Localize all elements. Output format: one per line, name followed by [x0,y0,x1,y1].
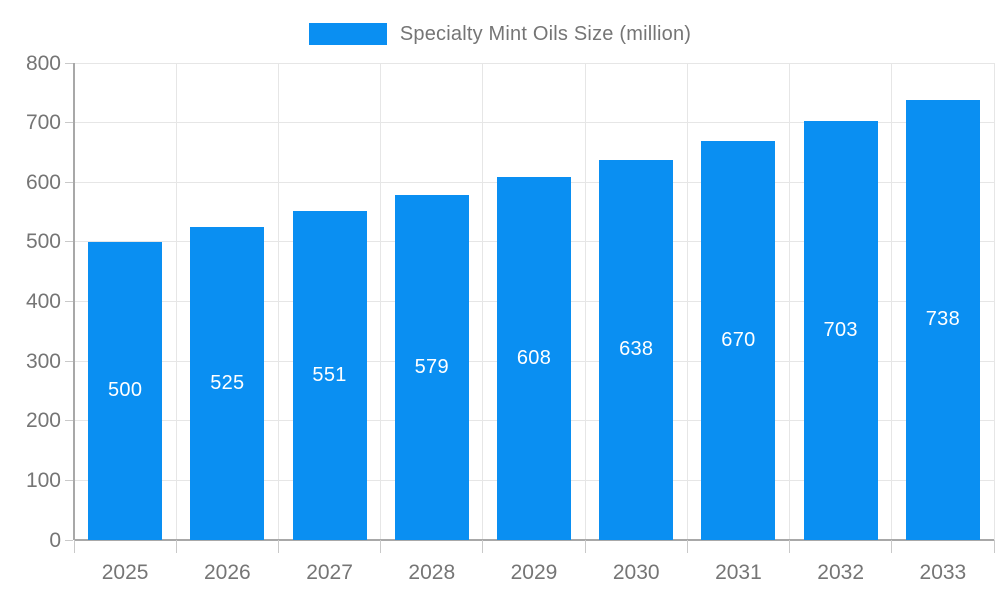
x-axis-tick [686,540,688,553]
x-axis-tick [789,540,791,553]
x-axis-label: 2029 [510,561,558,584]
x-axis-tick [175,540,177,553]
y-axis-label: 0 [49,528,61,552]
bar-value-label: 738 [925,308,961,331]
y-axis-tick [65,241,73,243]
y-axis-tick [65,420,73,422]
x-axis-label: 2033 [919,561,967,584]
y-axis-label: 600 [25,170,61,194]
bar: 670 [701,140,776,540]
bar: 608 [497,177,571,540]
y-axis-label: 100 [25,468,61,492]
y-axis-label: 700 [25,111,61,135]
v-gridline [686,63,688,540]
v-gridline [277,63,279,540]
legend: Specialty Mint Oils Size (million) [0,22,1000,46]
plot-area: 500 525 551 579 608 638 670 703 738 0 100 200 300 40… [26,53,995,584]
x-axis-tick [482,540,484,553]
bar: 500 [88,241,163,540]
y-axis-label: 500 [25,230,61,254]
x-axis-tick [277,540,279,553]
bar-value-label: 551 [312,364,347,387]
bar-value-label: 500 [107,379,143,402]
bar-value-label: 525 [210,371,245,394]
v-gridline [175,63,177,540]
y-axis-tick [65,181,73,183]
y-axis-tick [65,122,73,124]
h-gridline [74,62,994,64]
v-gridline [482,63,484,540]
bar: 525 [190,226,265,540]
y-axis-tick [65,360,73,362]
y-axis-line [73,63,75,540]
y-axis-tick [65,62,73,64]
x-axis-label: 2031 [715,561,762,584]
v-gridline [584,63,586,540]
bar-value-label: 670 [721,328,756,351]
x-axis-label: 2028 [408,561,456,584]
y-axis-tick [65,301,73,302]
bar-value-label: 703 [823,318,858,341]
legend-swatch[interactable] [308,23,387,45]
v-gridline [789,63,791,540]
x-axis-tick [993,540,995,553]
bar: 638 [599,159,674,540]
x-axis-label: 2027 [306,561,353,584]
bar-value-label: 608 [516,347,552,370]
bar: 738 [905,99,980,540]
bar-value-label: 638 [619,338,654,361]
v-gridline [380,63,382,540]
y-axis-tick [65,539,73,541]
x-axis-label: 2030 [612,561,660,584]
v-gridline [993,63,995,540]
x-axis-label: 2025 [101,561,149,584]
v-gridline [891,63,893,540]
y-axis-tick [65,479,73,481]
bar: 551 [292,211,367,540]
x-axis-tick [891,540,893,553]
h-gridline [74,122,994,124]
x-axis-label: 2032 [817,561,865,584]
bar-value-label: 579 [414,355,449,378]
y-axis-label: 200 [25,409,61,433]
x-axis-label: 2026 [203,561,251,584]
x-axis-tick [73,540,75,553]
x-axis-tick [584,540,586,553]
y-axis-label: 800 [25,51,61,75]
y-axis-label: 400 [25,290,61,313]
x-axis-line [74,539,994,541]
bar: 579 [394,194,469,540]
x-axis-tick [380,540,382,553]
legend-label[interactable]: Specialty Mint Oils Size (million) [399,22,692,45]
bar: 703 [803,120,878,540]
y-axis-label: 300 [25,349,61,373]
